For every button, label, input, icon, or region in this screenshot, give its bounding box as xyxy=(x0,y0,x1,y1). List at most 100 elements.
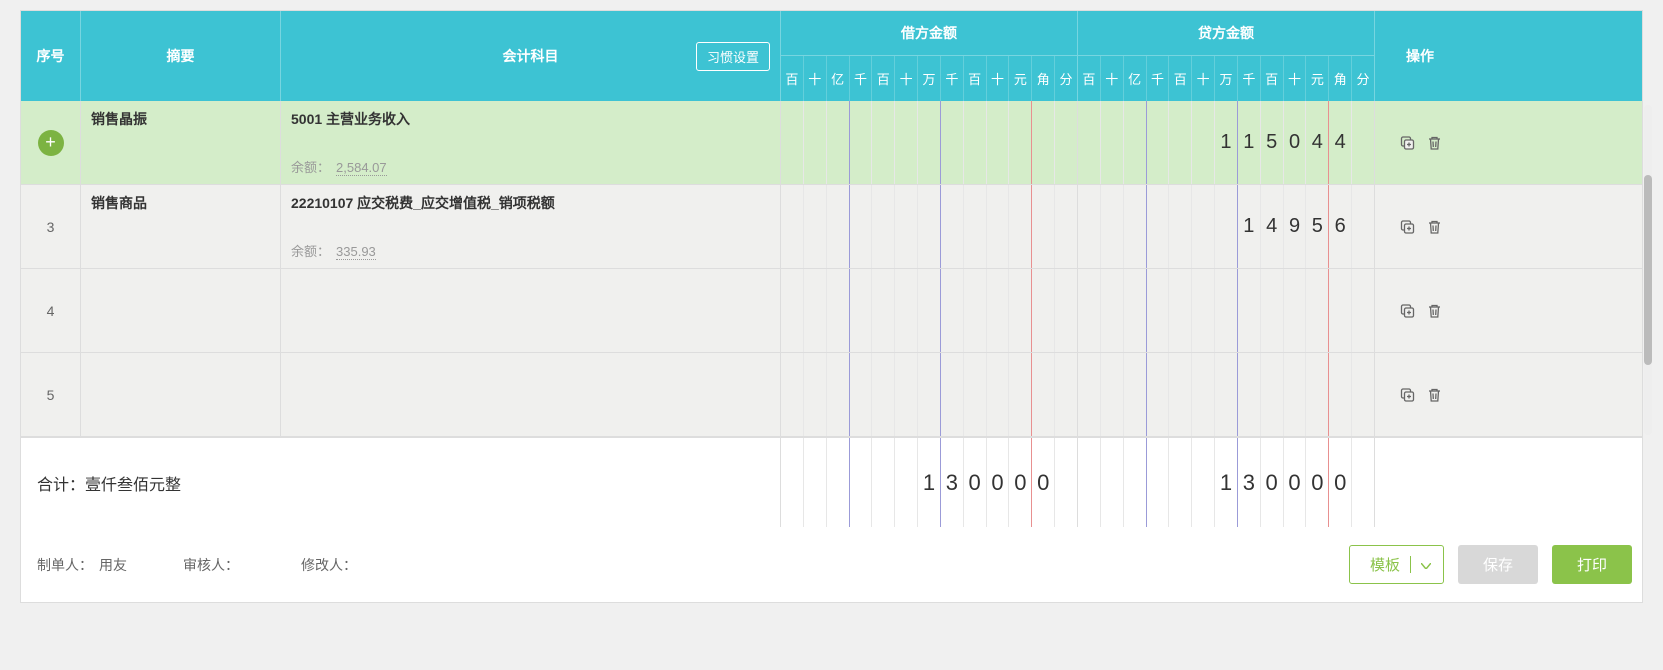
digit-cell[interactable]: 4 xyxy=(1306,101,1329,184)
digit-cell[interactable] xyxy=(872,185,895,268)
digit-cell[interactable] xyxy=(895,185,918,268)
habit-settings-button[interactable]: 习惯设置 xyxy=(696,42,770,71)
digit-cell[interactable] xyxy=(781,269,804,352)
scrollbar-track[interactable] xyxy=(1644,105,1652,435)
digit-cell[interactable] xyxy=(781,353,804,436)
digit-cell[interactable]: 5 xyxy=(1261,101,1284,184)
digit-cell[interactable] xyxy=(1238,269,1261,352)
digit-cell[interactable] xyxy=(1329,353,1352,436)
digit-cell[interactable] xyxy=(918,269,941,352)
digit-cell[interactable] xyxy=(872,353,895,436)
digit-cell[interactable] xyxy=(1147,185,1170,268)
digit-cell[interactable] xyxy=(987,185,1010,268)
digit-cell[interactable] xyxy=(827,185,850,268)
row-account[interactable]: 22210107 应交税费_应交增值税_销项税额余额：335.93 xyxy=(281,185,781,268)
row-account[interactable] xyxy=(281,353,781,436)
digit-cell[interactable]: 4 xyxy=(1261,185,1284,268)
digit-cell[interactable] xyxy=(1238,353,1261,436)
digit-cell[interactable] xyxy=(804,353,827,436)
digit-cell[interactable] xyxy=(1055,353,1077,436)
digit-cell[interactable] xyxy=(1009,101,1032,184)
digit-cell[interactable] xyxy=(1352,269,1374,352)
row-account[interactable]: 5001 主营业务收入余额：2,584.07 xyxy=(281,101,781,184)
digit-cell[interactable] xyxy=(987,269,1010,352)
row-credit-amount[interactable]: 115044 xyxy=(1078,101,1375,184)
row-debit-amount[interactable] xyxy=(781,185,1078,268)
digit-cell[interactable]: 1 xyxy=(1215,101,1238,184)
digit-cell[interactable] xyxy=(1032,185,1055,268)
digit-cell[interactable] xyxy=(1284,353,1307,436)
digit-cell[interactable] xyxy=(1352,185,1374,268)
digit-cell[interactable] xyxy=(781,185,804,268)
digit-cell[interactable]: 0 xyxy=(1284,101,1307,184)
digit-cell[interactable] xyxy=(1124,353,1147,436)
digit-cell[interactable] xyxy=(872,101,895,184)
digit-cell[interactable] xyxy=(1169,185,1192,268)
digit-cell[interactable] xyxy=(827,101,850,184)
digit-cell[interactable] xyxy=(895,353,918,436)
digit-cell[interactable] xyxy=(1169,353,1192,436)
digit-cell[interactable]: 4 xyxy=(1329,101,1352,184)
digit-cell[interactable] xyxy=(895,269,918,352)
row-account[interactable] xyxy=(281,269,781,352)
row-credit-amount[interactable] xyxy=(1078,353,1375,436)
digit-cell[interactable] xyxy=(1147,269,1170,352)
digit-cell[interactable] xyxy=(1124,101,1147,184)
digit-cell[interactable] xyxy=(1169,101,1192,184)
digit-cell[interactable] xyxy=(918,353,941,436)
delete-row-icon[interactable] xyxy=(1427,387,1442,403)
digit-cell[interactable] xyxy=(827,269,850,352)
digit-cell[interactable] xyxy=(941,101,964,184)
digit-cell[interactable]: 1 xyxy=(1238,101,1261,184)
print-button[interactable]: 打印 xyxy=(1552,545,1632,584)
digit-cell[interactable] xyxy=(1078,269,1101,352)
digit-cell[interactable] xyxy=(1352,353,1374,436)
digit-cell[interactable] xyxy=(1147,353,1170,436)
digit-cell[interactable] xyxy=(1306,353,1329,436)
digit-cell[interactable] xyxy=(1215,269,1238,352)
digit-cell[interactable] xyxy=(1192,185,1215,268)
digit-cell[interactable] xyxy=(987,353,1010,436)
digit-cell[interactable] xyxy=(1032,101,1055,184)
table-row[interactable]: 3销售商品22210107 应交税费_应交增值税_销项税额余额：335.9314… xyxy=(21,185,1642,269)
digit-cell[interactable] xyxy=(1215,353,1238,436)
digit-cell[interactable] xyxy=(804,269,827,352)
digit-cell[interactable] xyxy=(1078,101,1101,184)
digit-cell[interactable] xyxy=(827,353,850,436)
digit-cell[interactable] xyxy=(1169,269,1192,352)
digit-cell[interactable] xyxy=(850,185,873,268)
digit-cell[interactable] xyxy=(1101,353,1124,436)
digit-cell[interactable] xyxy=(1009,353,1032,436)
digit-cell[interactable] xyxy=(1055,185,1077,268)
save-button[interactable]: 保存 xyxy=(1458,545,1538,584)
digit-cell[interactable] xyxy=(895,101,918,184)
scrollbar-thumb[interactable] xyxy=(1644,175,1652,365)
digit-cell[interactable] xyxy=(1261,353,1284,436)
digit-cell[interactable] xyxy=(1055,269,1077,352)
digit-cell[interactable] xyxy=(804,185,827,268)
copy-row-icon[interactable] xyxy=(1399,135,1415,151)
digit-cell[interactable] xyxy=(964,353,987,436)
copy-row-icon[interactable] xyxy=(1399,303,1415,319)
row-credit-amount[interactable]: 14956 xyxy=(1078,185,1375,268)
digit-cell[interactable] xyxy=(1101,101,1124,184)
digit-cell[interactable] xyxy=(781,101,804,184)
row-summary[interactable]: 销售商品 xyxy=(81,185,281,268)
digit-cell[interactable] xyxy=(850,353,873,436)
delete-row-icon[interactable] xyxy=(1427,303,1442,319)
digit-cell[interactable] xyxy=(964,101,987,184)
row-summary[interactable]: 销售晶振 xyxy=(81,101,281,184)
digit-cell[interactable] xyxy=(1101,185,1124,268)
row-summary[interactable] xyxy=(81,269,281,352)
add-row-button[interactable]: + xyxy=(38,130,64,156)
row-debit-amount[interactable] xyxy=(781,353,1078,436)
digit-cell[interactable]: 1 xyxy=(1238,185,1261,268)
copy-row-icon[interactable] xyxy=(1399,219,1415,235)
digit-cell[interactable] xyxy=(1329,269,1352,352)
digit-cell[interactable] xyxy=(987,101,1010,184)
delete-row-icon[interactable] xyxy=(1427,219,1442,235)
digit-cell[interactable] xyxy=(1032,353,1055,436)
digit-cell[interactable] xyxy=(1124,185,1147,268)
digit-cell[interactable] xyxy=(1124,269,1147,352)
digit-cell[interactable] xyxy=(918,185,941,268)
